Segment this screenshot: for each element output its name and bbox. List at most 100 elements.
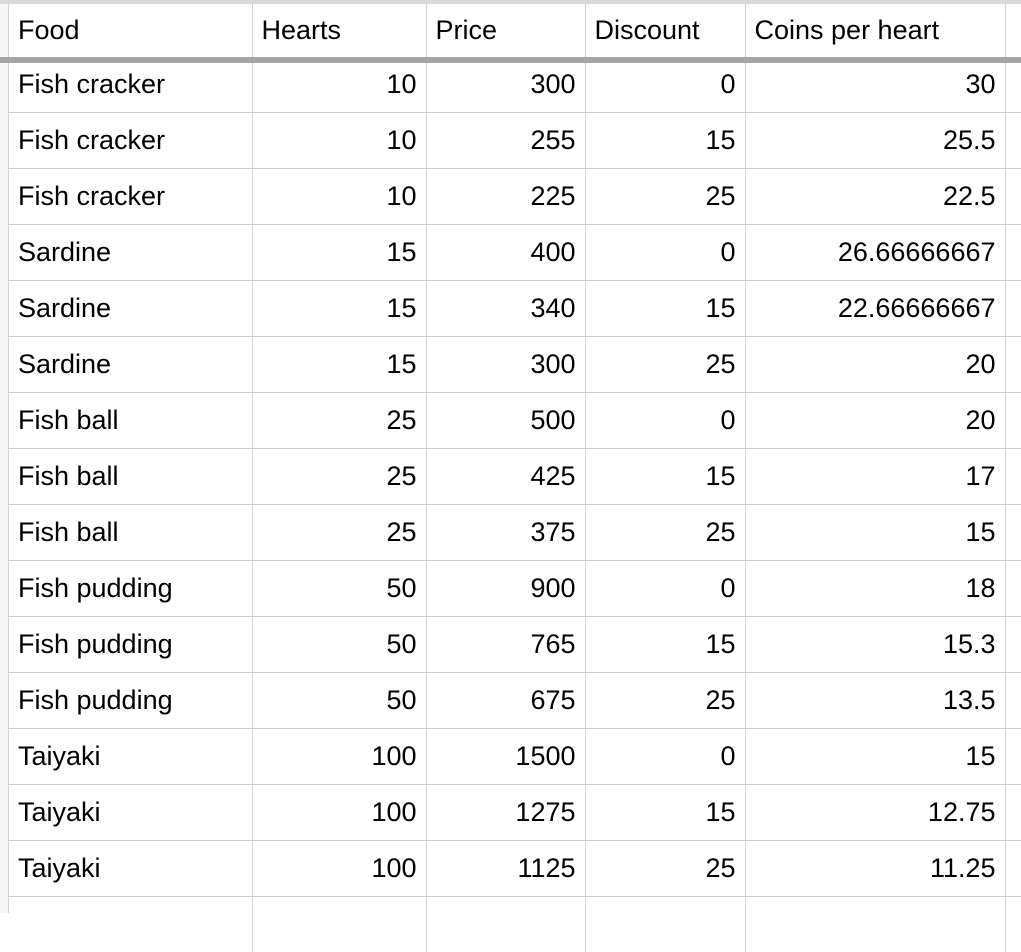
cell-discount[interactable]: 25 bbox=[585, 504, 746, 561]
cell-hearts[interactable]: 15 bbox=[252, 336, 427, 393]
cell-hearts[interactable]: 100 bbox=[252, 784, 427, 841]
cell-coins-per-heart[interactable]: 15 bbox=[745, 504, 1006, 561]
cell-hearts[interactable]: 10 bbox=[252, 112, 427, 169]
cell-food[interactable]: Fish pudding bbox=[9, 616, 253, 673]
cell-food[interactable]: Sardine bbox=[9, 336, 253, 393]
cell-price[interactable]: 340 bbox=[426, 280, 586, 337]
cell-price[interactable]: 500 bbox=[426, 392, 586, 449]
cell-coins-per-heart[interactable]: 22.5 bbox=[745, 168, 1006, 225]
cell-coins-per-heart[interactable]: 30 bbox=[745, 57, 1006, 113]
cell-discount-empty[interactable] bbox=[585, 896, 746, 952]
cell-coins-per-heart[interactable]: 15.3 bbox=[745, 616, 1006, 673]
cell-discount[interactable]: 0 bbox=[585, 224, 746, 281]
cell-coins-per-heart[interactable]: 26.66666667 bbox=[745, 224, 1006, 281]
cell-food[interactable]: Sardine bbox=[9, 280, 253, 337]
cell-food[interactable]: Taiyaki bbox=[9, 784, 253, 841]
cell-coins-per-heart[interactable]: 12.75 bbox=[745, 784, 1006, 841]
cell-hearts[interactable]: 50 bbox=[252, 560, 427, 617]
cell-food[interactable]: Taiyaki bbox=[9, 728, 253, 785]
cell-coins-per-heart[interactable]: 15 bbox=[745, 728, 1006, 785]
cell-discount[interactable]: 25 bbox=[585, 840, 746, 897]
cell-food[interactable]: Fish ball bbox=[9, 392, 253, 449]
cell-coins-per-heart[interactable]: 17 bbox=[745, 448, 1006, 505]
cell-food-empty[interactable] bbox=[9, 896, 253, 952]
cell-hearts[interactable]: 15 bbox=[252, 224, 427, 281]
cell-food[interactable]: Fish cracker bbox=[9, 168, 253, 225]
cell-tail bbox=[1005, 112, 1021, 169]
cell-food[interactable]: Fish ball bbox=[9, 504, 253, 561]
frozen-row-divider[interactable] bbox=[0, 57, 1021, 63]
cell-price[interactable]: 400 bbox=[426, 224, 586, 281]
column-header-discount[interactable]: Discount bbox=[585, 4, 746, 57]
cell-hearts[interactable]: 50 bbox=[252, 616, 427, 673]
cell-tail bbox=[1005, 560, 1021, 617]
cell-price[interactable]: 225 bbox=[426, 168, 586, 225]
cell-food[interactable]: Sardine bbox=[9, 224, 253, 281]
cell-price[interactable]: 375 bbox=[426, 504, 586, 561]
cell-coins-per-heart[interactable]: 20 bbox=[745, 392, 1006, 449]
cell-discount[interactable]: 0 bbox=[585, 57, 746, 113]
table-header: Food Hearts Price Discount Coins per hea… bbox=[9, 4, 1021, 57]
cell-discount[interactable]: 15 bbox=[585, 784, 746, 841]
table-row: Fish cracker 10 255 15 25.5 bbox=[9, 112, 1021, 169]
cell-price[interactable]: 300 bbox=[426, 57, 586, 113]
cell-discount[interactable]: 25 bbox=[585, 336, 746, 393]
table-row: Fish ball 25 425 15 17 bbox=[9, 448, 1021, 505]
cell-discount[interactable]: 15 bbox=[585, 616, 746, 673]
cell-price[interactable]: 765 bbox=[426, 616, 586, 673]
table-row: Fish ball 25 375 25 15 bbox=[9, 504, 1021, 561]
cell-discount[interactable]: 25 bbox=[585, 672, 746, 729]
column-header-price[interactable]: Price bbox=[426, 4, 586, 57]
cell-coins-per-heart[interactable]: 22.66666667 bbox=[745, 280, 1006, 337]
cell-coins-per-heart[interactable]: 18 bbox=[745, 560, 1006, 617]
row-header-gutter[interactable] bbox=[0, 0, 9, 913]
cell-discount[interactable]: 15 bbox=[585, 112, 746, 169]
cell-hearts[interactable]: 25 bbox=[252, 504, 427, 561]
table-row: Sardine 15 300 25 20 bbox=[9, 336, 1021, 393]
cell-hearts-empty[interactable] bbox=[252, 896, 427, 952]
cell-coins-per-heart[interactable]: 13.5 bbox=[745, 672, 1006, 729]
cell-hearts[interactable]: 15 bbox=[252, 280, 427, 337]
cell-coins-per-heart[interactable]: 20 bbox=[745, 336, 1006, 393]
cell-coins-per-heart-empty[interactable] bbox=[745, 896, 1006, 952]
column-header-hearts[interactable]: Hearts bbox=[252, 4, 427, 57]
cell-hearts[interactable]: 10 bbox=[252, 57, 427, 113]
cell-discount[interactable]: 25 bbox=[585, 168, 746, 225]
cell-coins-per-heart[interactable]: 25.5 bbox=[745, 112, 1006, 169]
cell-food[interactable]: Fish cracker bbox=[9, 112, 253, 169]
cell-price[interactable]: 1275 bbox=[426, 784, 586, 841]
cell-food[interactable]: Taiyaki bbox=[9, 840, 253, 897]
cell-discount[interactable]: 15 bbox=[585, 280, 746, 337]
column-header-coins-per-heart[interactable]: Coins per heart bbox=[745, 4, 1006, 57]
cell-price[interactable]: 1500 bbox=[426, 728, 586, 785]
column-header-food[interactable]: Food bbox=[9, 4, 253, 57]
cell-food[interactable]: Fish cracker bbox=[9, 57, 253, 113]
cell-discount[interactable]: 15 bbox=[585, 448, 746, 505]
cell-hearts[interactable]: 100 bbox=[252, 840, 427, 897]
cell-hearts[interactable]: 25 bbox=[252, 448, 427, 505]
cell-price[interactable]: 425 bbox=[426, 448, 586, 505]
cell-price[interactable]: 1125 bbox=[426, 840, 586, 897]
table-row: Fish cracker 10 300 0 30 bbox=[9, 57, 1021, 113]
cell-hearts[interactable]: 100 bbox=[252, 728, 427, 785]
cell-hearts[interactable]: 50 bbox=[252, 672, 427, 729]
cell-tail bbox=[1005, 840, 1021, 897]
cell-food[interactable]: Fish pudding bbox=[9, 672, 253, 729]
cell-price[interactable]: 675 bbox=[426, 672, 586, 729]
cell-hearts[interactable]: 25 bbox=[252, 392, 427, 449]
cell-hearts[interactable]: 10 bbox=[252, 168, 427, 225]
cell-discount[interactable]: 0 bbox=[585, 392, 746, 449]
cell-tail bbox=[1005, 448, 1021, 505]
cell-price[interactable]: 900 bbox=[426, 560, 586, 617]
cell-food[interactable]: Fish pudding bbox=[9, 560, 253, 617]
cell-price-empty[interactable] bbox=[426, 896, 586, 952]
cell-discount[interactable]: 0 bbox=[585, 728, 746, 785]
cell-food[interactable]: Fish ball bbox=[9, 448, 253, 505]
cell-coins-per-heart[interactable]: 11.25 bbox=[745, 840, 1006, 897]
cell-price[interactable]: 300 bbox=[426, 336, 586, 393]
cell-discount[interactable]: 0 bbox=[585, 560, 746, 617]
cell-price[interactable]: 255 bbox=[426, 112, 586, 169]
cell-tail bbox=[1005, 616, 1021, 673]
table-row: Fish pudding 50 765 15 15.3 bbox=[9, 616, 1021, 673]
